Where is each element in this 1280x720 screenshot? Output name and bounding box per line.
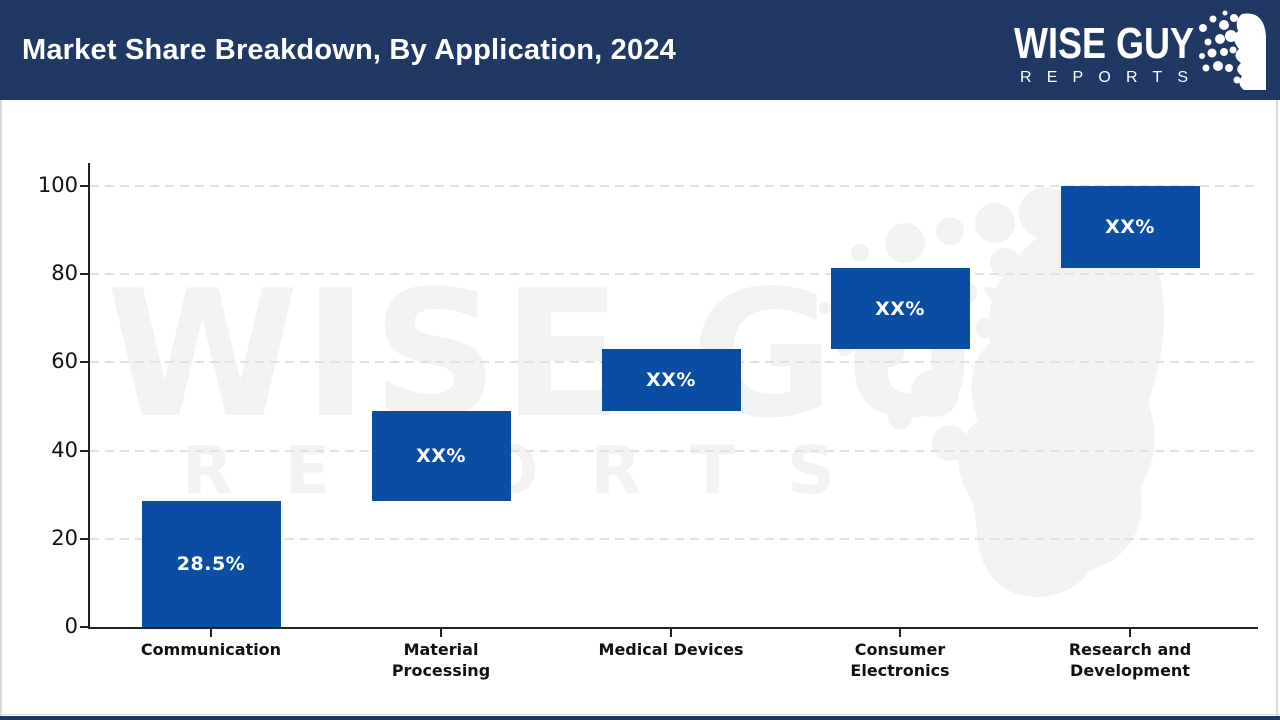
x-category-label: Research and Development [1068,640,1192,680]
bar-value-label: XX% [875,297,925,320]
page-title: Market Share Breakdown, By Application, … [22,33,676,66]
bar-communication: 28.5% [141,501,281,627]
y-gridline [90,185,1256,187]
logo-subtitle-text: REPORTS [1020,69,1188,86]
bar-research-and-development: XX% [1060,186,1200,268]
x-tick-mark [899,629,901,637]
x-category-label: Consumer Electronics [850,640,950,680]
y-tick-mark [80,361,89,363]
y-tick-label: 0 [64,614,78,638]
y-tick-label: 40 [51,438,78,462]
x-tick-mark [1129,629,1131,637]
y-tick-label: 60 [51,349,78,373]
x-category-label: Medical Devices [598,640,744,659]
y-gridline [90,450,1256,452]
bar-value-label: XX% [646,369,696,391]
x-axis-spine [88,627,1258,629]
bar-value-label: XX% [1105,216,1155,238]
y-gridline [90,273,1256,275]
y-axis-spine [88,163,90,629]
dotted-face-profile-icon [1199,10,1266,90]
x-tick-mark [210,629,212,637]
y-tick-label: 20 [51,526,78,550]
right-border [1276,100,1278,716]
x-category-label: Material Processing [391,640,491,680]
y-tick-mark [80,273,89,275]
left-border [0,100,2,716]
y-tick-mark [80,538,89,540]
y-tick-mark [80,626,89,628]
y-tick-label: 80 [51,261,78,285]
bottom-border [0,714,1280,715]
bar-value-label: 28.5% [176,553,246,575]
y-tick-label: 100 [37,173,78,197]
x-category-label: Communication [140,640,282,659]
x-tick-mark [440,629,442,637]
bar-medical-devices: XX% [601,349,741,411]
header-bar: Market Share Breakdown, By Application, … [0,0,1280,100]
y-gridline [90,538,1256,540]
bar-value-label: XX% [416,445,466,467]
bar-consumer-electronics: XX% [830,268,970,349]
y-tick-mark [80,185,89,187]
wise-guy-logo: WISE GUY REPORTS [1014,10,1266,90]
bar-material-processing: XX% [371,411,511,501]
y-tick-mark [80,450,89,452]
footer-accent-bar [0,716,1280,720]
x-tick-mark [670,629,672,637]
logo-brand-text: WISE GUY [1014,19,1194,68]
